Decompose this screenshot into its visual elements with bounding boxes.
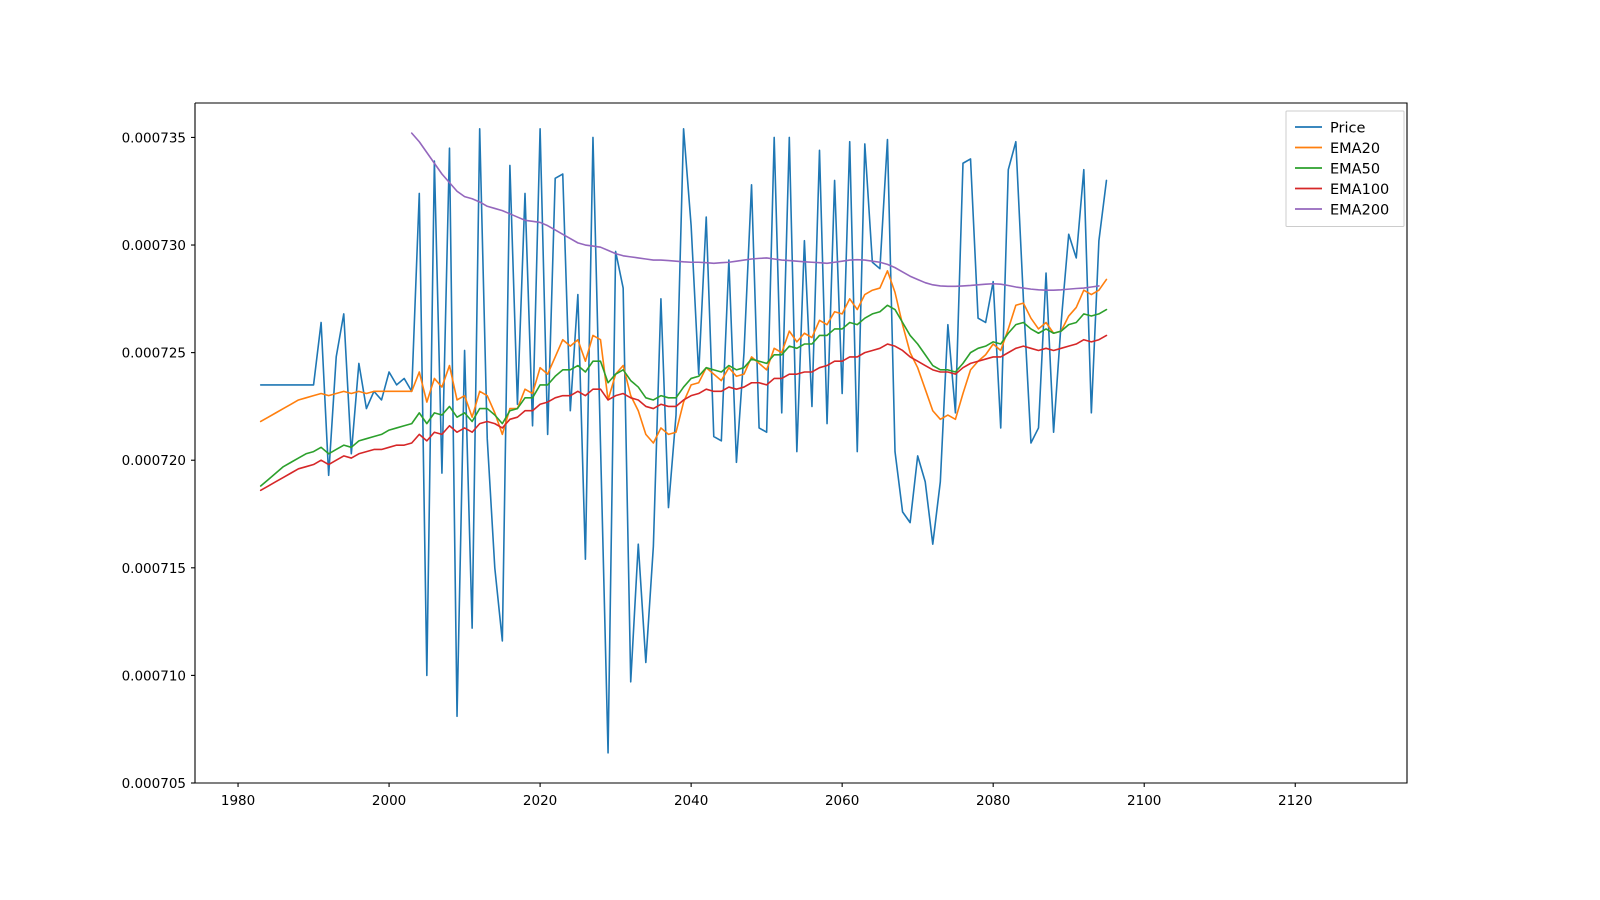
series-line-price xyxy=(259,128,1108,754)
series-line-ema200 xyxy=(410,132,1100,292)
legend-box xyxy=(1285,110,1405,227)
legend-label-ema200: EMA200 xyxy=(1330,203,1389,219)
x-tick-label: 2020 xyxy=(523,793,557,809)
legend-label-ema20: EMA20 xyxy=(1330,141,1380,157)
y-tick-label: 0.000725 xyxy=(122,346,186,362)
y-tick-label: 0.000715 xyxy=(122,561,186,577)
legend-label-ema50: EMA50 xyxy=(1330,162,1380,178)
axes-layer: 0.000705 0.000710 0.000715 0.000720 0.000725… xyxy=(122,102,1408,809)
x-tick-label: 2100 xyxy=(1127,793,1161,809)
y-tick-label: 0.000705 xyxy=(122,776,186,792)
axes-frame xyxy=(194,102,1408,784)
legend-label-price: Price xyxy=(1330,121,1365,137)
series-line-ema100 xyxy=(259,334,1108,492)
y-tick-label: 0.000735 xyxy=(122,130,186,146)
y-tick-label: 0.000710 xyxy=(122,668,186,684)
x-tick-label: 2080 xyxy=(976,793,1010,809)
legend-layer[interactable]: Price EMA20 EMA50 EMA100 EMA200 xyxy=(1285,110,1405,227)
series-line-ema20 xyxy=(259,270,1108,444)
legend-label-ema100: EMA100 xyxy=(1330,182,1389,198)
y-tick-label: 0.000730 xyxy=(122,238,186,254)
x-tick-label: 2120 xyxy=(1278,793,1312,809)
y-tick-label: 0.000720 xyxy=(122,453,186,469)
series-line-ema50 xyxy=(259,304,1108,487)
x-tick-label: 2040 xyxy=(674,793,708,809)
x-tick-label: 1980 xyxy=(221,793,255,809)
x-tick-label: 2060 xyxy=(825,793,859,809)
x-tick-label: 2000 xyxy=(372,793,406,809)
series-layer xyxy=(259,128,1108,754)
